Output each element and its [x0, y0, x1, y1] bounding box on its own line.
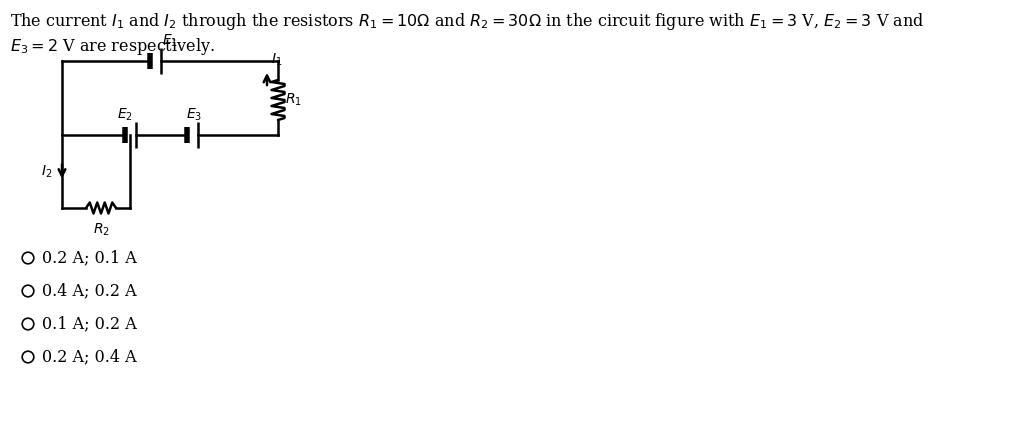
Text: 0.2 A; 0.1 A: 0.2 A; 0.1 A	[42, 249, 136, 266]
Text: $E_2$: $E_2$	[117, 107, 133, 123]
Text: 0.4 A; 0.2 A: 0.4 A; 0.2 A	[42, 282, 136, 300]
Text: $R_2$: $R_2$	[92, 222, 110, 239]
Text: $E_3 = 2$ V are respectively.: $E_3 = 2$ V are respectively.	[10, 36, 215, 57]
Text: 0.1 A; 0.2 A: 0.1 A; 0.2 A	[42, 316, 136, 333]
Text: $I_2$: $I_2$	[41, 163, 52, 180]
Text: The current $I_1$ and $I_2$ through the resistors $R_1 = 10\Omega$ and $R_2 = 30: The current $I_1$ and $I_2$ through the …	[10, 11, 925, 32]
Text: $R_1$: $R_1$	[285, 92, 302, 108]
Text: $E_3$: $E_3$	[186, 107, 202, 123]
Text: 0.2 A; 0.4 A: 0.2 A; 0.4 A	[42, 349, 136, 365]
Text: $I_1$: $I_1$	[271, 52, 283, 68]
Text: $E_1$: $E_1$	[162, 32, 178, 49]
